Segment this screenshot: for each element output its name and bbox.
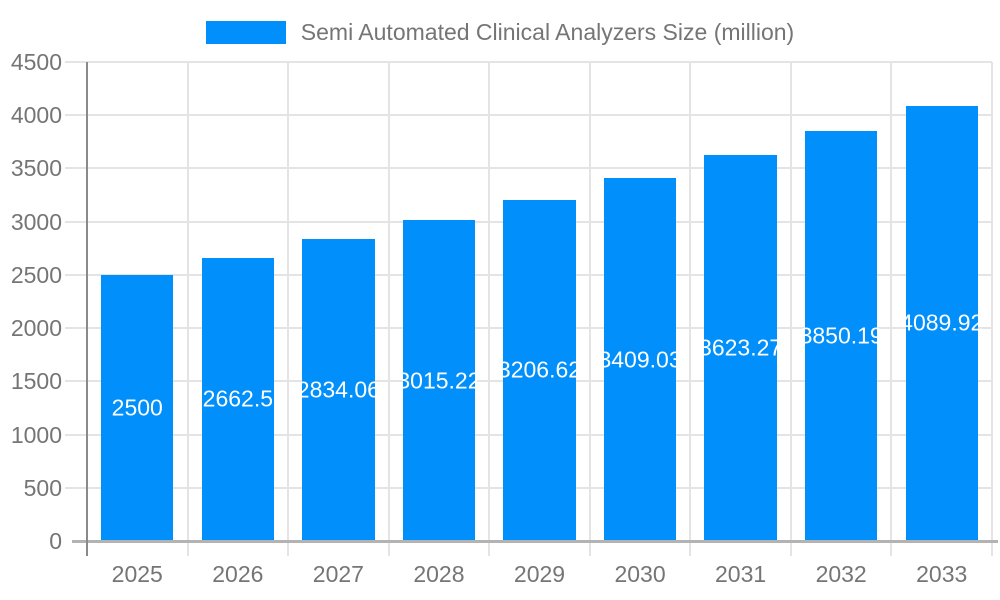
- x-axis-line: [72, 540, 998, 543]
- y-tick-label: 1000: [10, 421, 62, 448]
- y-axis-line: [86, 62, 88, 556]
- bar-value-label: 3015.22: [397, 367, 481, 394]
- bar-value-label: 2834.06: [296, 376, 380, 403]
- v-gridline: [287, 62, 290, 556]
- bar-value-label: 3623.27: [699, 334, 783, 361]
- v-gridline: [387, 62, 390, 556]
- bar-value-label: 3206.62: [497, 356, 582, 383]
- v-gridline: [890, 62, 893, 556]
- bar-value-label: 2662.5: [202, 385, 274, 412]
- v-gridline: [588, 62, 591, 556]
- x-tick-label: 2027: [312, 561, 364, 587]
- y-tick-label: 4000: [10, 102, 62, 129]
- legend-item[interactable]: Semi Automated Clinical Analyzers Size (…: [0, 19, 1000, 46]
- bar-2033[interactable]: [905, 105, 978, 541]
- h-gridline: [65, 61, 992, 63]
- y-tick-label: 4500: [10, 49, 62, 75]
- x-tick-label: 2028: [413, 561, 465, 587]
- bar-2025[interactable]: [101, 274, 174, 541]
- bar-2032[interactable]: [804, 131, 878, 541]
- bar-2031[interactable]: [704, 155, 777, 541]
- v-gridline: [186, 62, 189, 556]
- x-tick-label: 2032: [815, 561, 867, 587]
- bar-2030[interactable]: [603, 178, 677, 541]
- legend-swatch: [205, 21, 286, 44]
- h-gridline: [65, 114, 992, 117]
- bar-value-label: 3850.19: [799, 322, 883, 349]
- y-tick-label: 2500: [10, 261, 62, 288]
- v-gridline: [488, 62, 491, 556]
- bar-2026[interactable]: [201, 257, 275, 541]
- bar-2027[interactable]: [302, 239, 375, 541]
- x-tick-label: 2026: [212, 561, 264, 587]
- bar-2028[interactable]: [402, 220, 476, 541]
- y-tick-label: 1500: [10, 368, 62, 395]
- x-tick-label: 2033: [916, 561, 968, 587]
- v-gridline: [689, 62, 692, 556]
- x-tick-label: 2025: [111, 561, 163, 587]
- y-tick-label: 500: [23, 474, 62, 501]
- v-gridline: [991, 62, 993, 556]
- legend-label: Semi Automated Clinical Analyzers Size (…: [300, 19, 795, 45]
- y-tick-label: 2000: [10, 315, 62, 342]
- x-tick-label: 2030: [614, 561, 666, 587]
- y-tick-label: 3000: [10, 208, 62, 235]
- x-tick-label: 2031: [715, 561, 767, 587]
- bar-value-label: 2500: [111, 394, 163, 421]
- bar-value-label: 3409.03: [598, 346, 682, 373]
- h-gridline: [65, 167, 992, 170]
- y-tick-label: 0: [49, 528, 62, 554]
- bar-value-label: 4089.92: [900, 309, 984, 336]
- v-gridline: [789, 62, 792, 556]
- y-tick-label: 3500: [10, 155, 62, 182]
- x-tick-label: 2029: [513, 561, 566, 587]
- bar-2029[interactable]: [503, 199, 576, 541]
